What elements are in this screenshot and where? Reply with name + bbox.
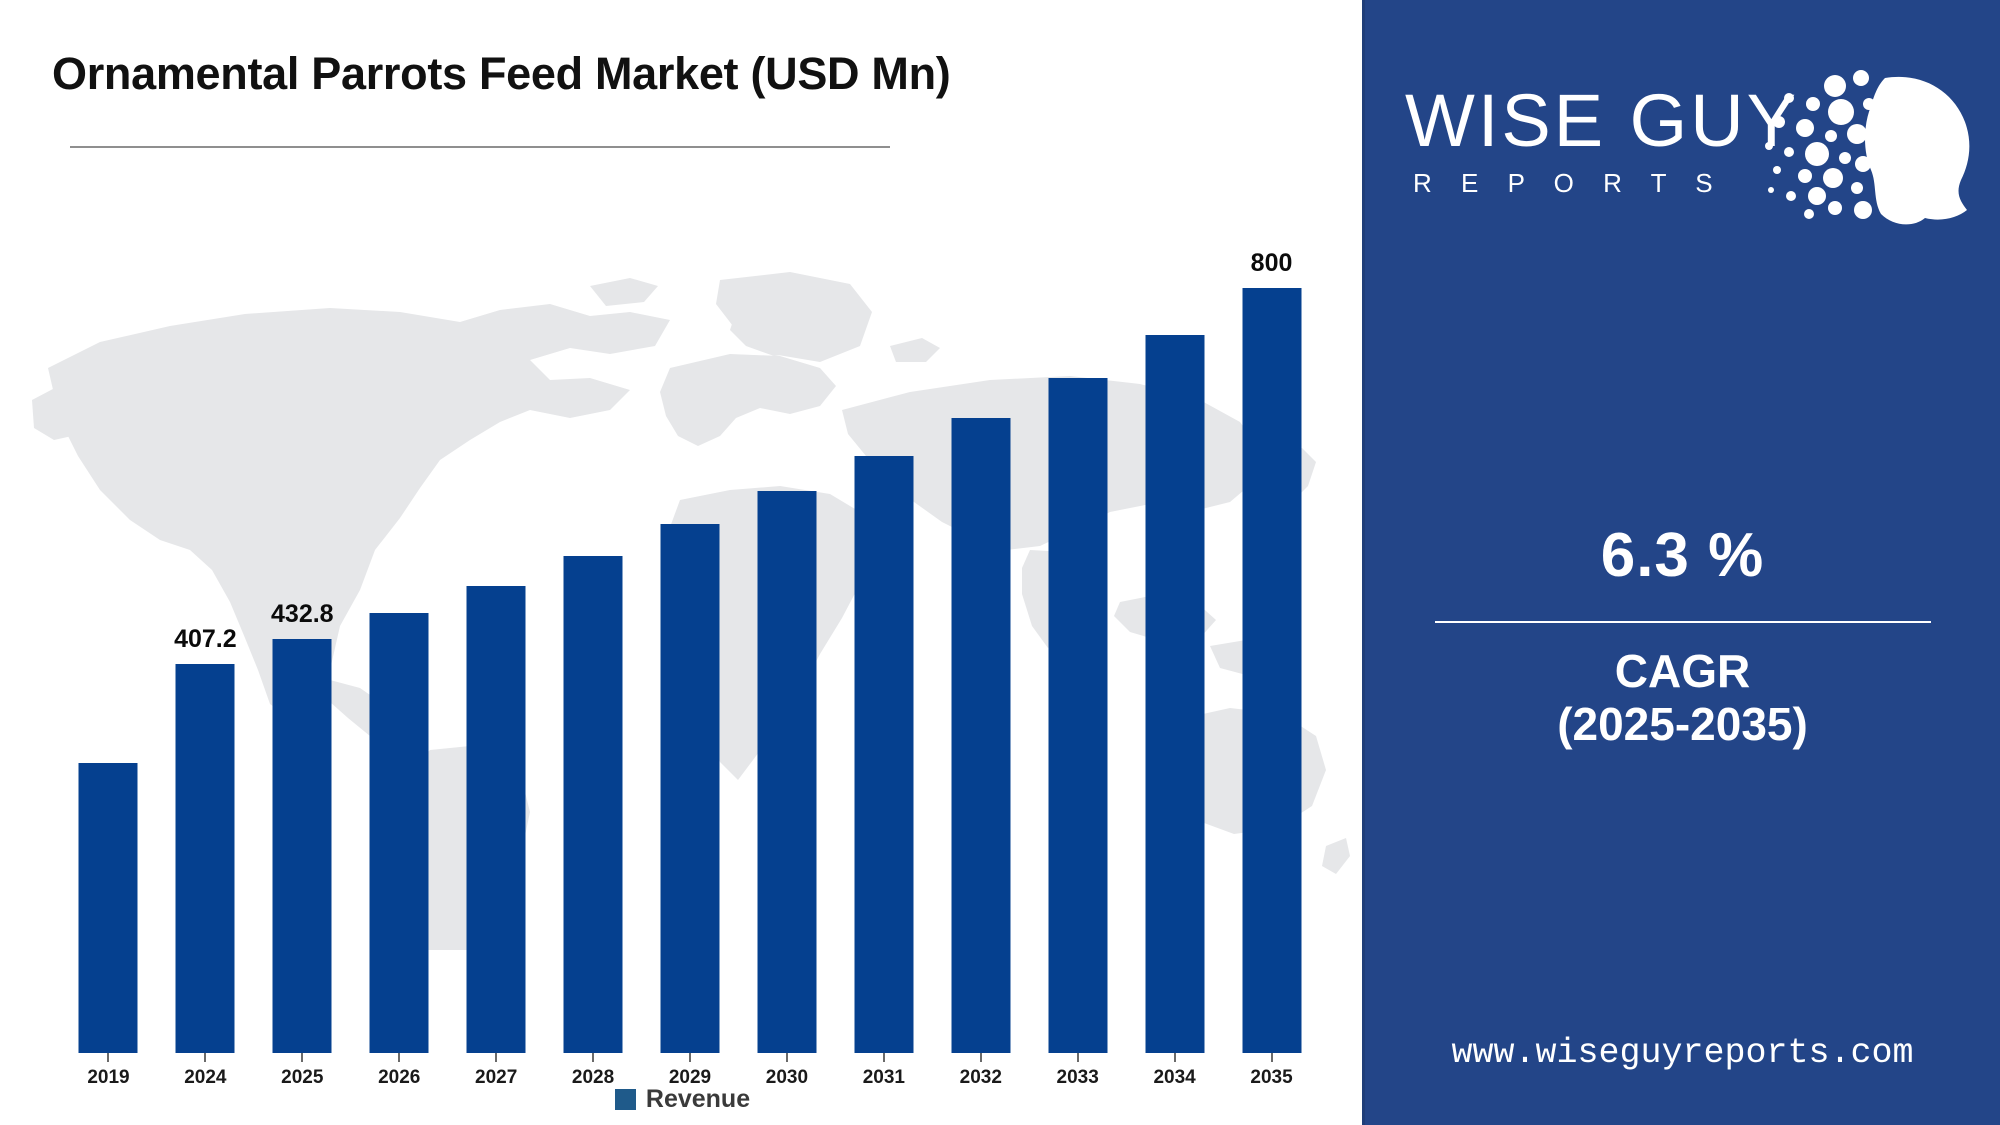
tick-mark — [398, 1053, 401, 1062]
x-tick-label: 2028 — [571, 1067, 615, 1088]
bar-slot: 407.2 — [157, 250, 253, 1053]
bar-slot — [60, 250, 156, 1053]
tick-mark — [301, 1053, 304, 1062]
x-tick-2019: 2019 — [60, 1053, 156, 1089]
logo-artwork-icon: WISE GUY R E P O R T S — [1405, 70, 1970, 225]
x-tick-2029: 2029 — [642, 1053, 738, 1089]
x-tick-label: 2029 — [668, 1067, 712, 1088]
tick-mark — [979, 1053, 982, 1062]
tick-mark — [1076, 1053, 1079, 1062]
tick-mark — [107, 1053, 110, 1062]
bar-2031[interactable] — [854, 455, 914, 1053]
x-tick-label: 2033 — [1056, 1067, 1099, 1088]
wiseguyreports-logo: WISE GUY R E P O R T S — [1365, 60, 2000, 230]
bar-2029[interactable] — [660, 524, 720, 1053]
tick-mark — [1173, 1053, 1176, 1062]
legend-swatch-icon — [614, 1089, 636, 1110]
tick-mark — [882, 1053, 885, 1062]
chart-panel: Ornamental Parrots Feed Market (USD Mn) — [0, 0, 1365, 1125]
x-tick-label: 2025 — [281, 1067, 324, 1088]
dotted-head-profile-icon — [1765, 70, 1970, 225]
bar-slot: 432.8 — [254, 250, 350, 1053]
x-tick-label: 2035 — [1250, 1067, 1293, 1088]
page-title: Ornamental Parrots Feed Market (USD Mn) — [52, 48, 951, 99]
legend-label: Revenue — [645, 1085, 751, 1113]
tick-mark — [204, 1053, 207, 1062]
x-tick-2025: 2025 — [254, 1053, 350, 1089]
bar-slot — [1030, 250, 1126, 1053]
tick-mark — [592, 1053, 595, 1062]
tick-mark — [495, 1053, 498, 1062]
x-tick-2032: 2032 — [933, 1053, 1029, 1089]
x-tick-label: 2034 — [1153, 1067, 1196, 1088]
bar-2034[interactable] — [1145, 335, 1205, 1053]
logo-primary-text: WISE GUY — [1405, 79, 1799, 162]
cagr-caption-line2: (2025-2035) — [1557, 697, 1808, 750]
bar-2026[interactable] — [369, 613, 429, 1053]
x-tick-2027: 2027 — [448, 1053, 544, 1089]
cagr-caption: CAGR (2025-2035) — [1365, 645, 2000, 751]
x-tick-2030: 2030 — [739, 1053, 835, 1089]
bar-2032[interactable] — [951, 418, 1011, 1053]
bar-2024[interactable] — [175, 663, 235, 1053]
website-url[interactable]: www.wiseguyreports.com — [1451, 1033, 1914, 1073]
bar-value-label-2025: 432.8 — [271, 600, 334, 629]
brand-panel: WISE GUY R E P O R T S — [1365, 0, 2000, 1125]
bar-slot: 800 — [1224, 249, 1320, 1053]
cagr-block: 6.3 % CAGR (2025-2035) — [1365, 520, 2000, 751]
tick-mark — [785, 1053, 788, 1062]
x-tick-2028: 2028 — [545, 1053, 641, 1089]
x-tick-2033: 2033 — [1030, 1053, 1126, 1089]
bar-2019[interactable] — [78, 763, 138, 1053]
x-axis: 2019 2024 2025 2026 2027 2028 2029 2030 2031 2032… — [60, 1053, 1320, 1103]
cagr-value: 6.3 % — [1600, 521, 1765, 590]
bar-slot — [933, 250, 1029, 1053]
cagr-caption-line1: CAGR — [1614, 645, 1751, 697]
bar-slot — [545, 250, 641, 1053]
x-tick-label: 2031 — [862, 1067, 905, 1088]
bar-value-label-2024: 407.2 — [174, 624, 237, 653]
x-tick-label: 2026 — [378, 1067, 421, 1088]
tick-mark — [689, 1053, 691, 1062]
x-tick-label: 2032 — [959, 1067, 1002, 1088]
tick-mark — [1270, 1053, 1273, 1062]
bar-slot — [1127, 250, 1223, 1053]
title-divider — [70, 146, 890, 148]
bar-chart-plot-area: 407.2 432.8 800 — [60, 249, 1320, 1053]
x-tick-2026: 2026 — [351, 1053, 447, 1089]
bar-slot — [351, 250, 447, 1053]
bar-slot — [448, 250, 544, 1053]
bar-slot — [642, 250, 738, 1053]
bar-2028[interactable] — [563, 555, 623, 1053]
bar-2030[interactable] — [757, 490, 817, 1053]
cagr-divider — [1434, 621, 1931, 623]
x-tick-label: 2027 — [475, 1067, 518, 1088]
x-tick-label: 2024 — [184, 1067, 227, 1088]
chart-legend: Revenue — [0, 1085, 1362, 1114]
x-tick-label: 2019 — [87, 1067, 130, 1088]
bar-2027[interactable] — [466, 585, 526, 1053]
bar-2025[interactable] — [272, 639, 332, 1053]
x-tick-2024: 2024 — [157, 1053, 253, 1089]
bar-slot — [739, 250, 835, 1053]
bar-2035[interactable] — [1242, 288, 1302, 1053]
bar-value-label-2035: 800 — [1250, 249, 1293, 278]
x-tick-label: 2030 — [765, 1067, 809, 1088]
bar-slot — [836, 250, 932, 1053]
x-tick-2031: 2031 — [836, 1053, 932, 1089]
x-tick-2035: 2035 — [1224, 1053, 1320, 1089]
bar-2033[interactable] — [1048, 378, 1108, 1053]
x-tick-2034: 2034 — [1127, 1053, 1223, 1089]
logo-secondary-text: R E P O R T S — [1413, 168, 1724, 198]
